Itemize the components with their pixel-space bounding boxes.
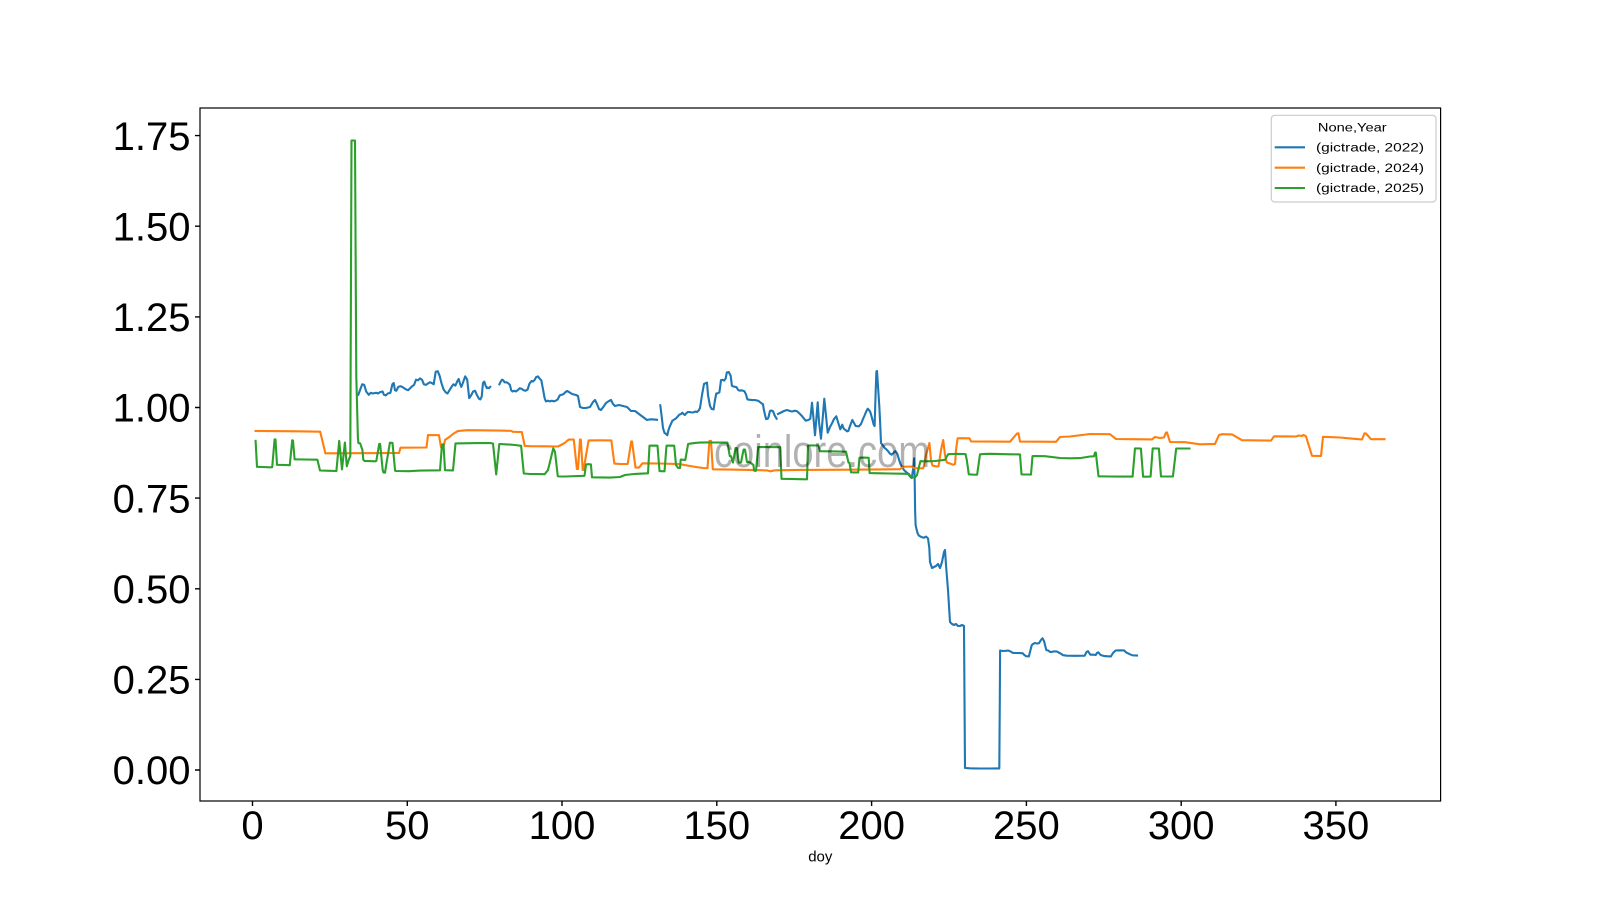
- svg-text:doy: doy: [808, 849, 833, 866]
- svg-text:0.75: 0.75: [113, 477, 191, 521]
- svg-text:0.25: 0.25: [113, 659, 191, 703]
- svg-text:50: 50: [385, 804, 430, 848]
- svg-text:100: 100: [529, 804, 596, 848]
- svg-text:250: 250: [993, 804, 1060, 848]
- svg-text:(gictrade, 2024): (gictrade, 2024): [1316, 163, 1424, 175]
- svg-text:150: 150: [683, 804, 750, 848]
- svg-text:(gictrade, 2022): (gictrade, 2022): [1316, 143, 1424, 155]
- svg-text:1.25: 1.25: [113, 296, 191, 340]
- svg-text:350: 350: [1303, 804, 1370, 848]
- svg-text:300: 300: [1148, 804, 1215, 848]
- svg-text:200: 200: [838, 804, 905, 848]
- svg-text:1.00: 1.00: [113, 387, 191, 431]
- svg-text:coinlore.com: coinlore.com: [714, 426, 930, 477]
- svg-text:None,Year: None,Year: [1318, 122, 1387, 134]
- svg-text:1.75: 1.75: [113, 115, 191, 159]
- svg-text:0.00: 0.00: [113, 749, 191, 793]
- svg-text:1.50: 1.50: [113, 205, 191, 249]
- svg-text:(gictrade, 2025): (gictrade, 2025): [1316, 183, 1424, 195]
- svg-text:0.50: 0.50: [113, 568, 191, 612]
- svg-text:0: 0: [241, 804, 263, 848]
